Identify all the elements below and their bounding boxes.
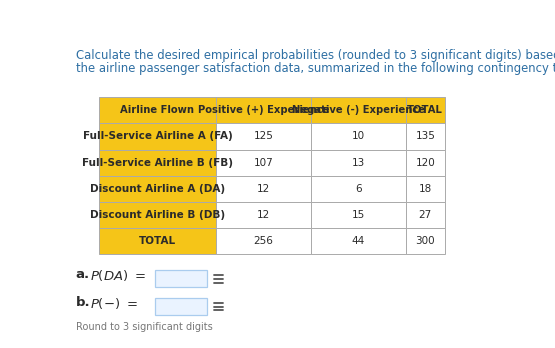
- Text: 107: 107: [254, 158, 273, 168]
- Bar: [311, 150, 406, 176]
- Text: 12: 12: [257, 184, 270, 194]
- Text: the airline passenger satisfaction data, summarized in the following contingency: the airline passenger satisfaction data,…: [75, 62, 555, 75]
- Bar: [406, 124, 445, 150]
- Text: Airline Flown: Airline Flown: [120, 105, 194, 115]
- Bar: [311, 124, 406, 150]
- Text: Full-Service Airline B (FB): Full-Service Airline B (FB): [82, 158, 233, 168]
- Bar: [99, 124, 216, 150]
- Text: 27: 27: [418, 210, 432, 220]
- Bar: [216, 124, 311, 150]
- Bar: [216, 228, 311, 254]
- Bar: [99, 202, 216, 228]
- Text: 12: 12: [257, 210, 270, 220]
- Text: 125: 125: [254, 132, 274, 142]
- Bar: [406, 202, 445, 228]
- Text: 15: 15: [352, 210, 365, 220]
- Bar: [99, 150, 216, 176]
- Text: Discount Airline B (DB): Discount Airline B (DB): [90, 210, 225, 220]
- Bar: [311, 202, 406, 228]
- Text: 120: 120: [415, 158, 435, 168]
- Bar: [216, 176, 311, 202]
- Bar: [406, 228, 445, 254]
- Bar: [406, 176, 445, 202]
- Bar: [99, 228, 216, 254]
- Bar: [155, 298, 208, 315]
- Bar: [311, 97, 406, 124]
- Text: Discount Airline A (DA): Discount Airline A (DA): [90, 184, 225, 194]
- Bar: [216, 150, 311, 176]
- Text: Round to 3 significant digits: Round to 3 significant digits: [75, 322, 213, 332]
- Bar: [311, 176, 406, 202]
- Text: 256: 256: [254, 236, 274, 246]
- Text: 10: 10: [352, 132, 365, 142]
- Text: 44: 44: [352, 236, 365, 246]
- Bar: [406, 150, 445, 176]
- Text: Full-Service Airline A (FA): Full-Service Airline A (FA): [83, 132, 233, 142]
- Bar: [406, 97, 445, 124]
- Text: 18: 18: [418, 184, 432, 194]
- Text: 300: 300: [416, 236, 435, 246]
- Text: 13: 13: [352, 158, 365, 168]
- Text: Calculate the desired empirical probabilities (rounded to 3 significant digits) : Calculate the desired empirical probabil…: [75, 49, 555, 62]
- Bar: [311, 228, 406, 254]
- Bar: [216, 97, 311, 124]
- Bar: [99, 97, 216, 124]
- Bar: [216, 202, 311, 228]
- Text: Negative (-) Experience: Negative (-) Experience: [292, 105, 425, 115]
- Text: TOTAL: TOTAL: [139, 236, 176, 246]
- Text: 135: 135: [415, 132, 435, 142]
- Text: $P(DA)\ =$: $P(DA)\ =$: [89, 268, 145, 283]
- Text: $P(-)\ =$: $P(-)\ =$: [89, 296, 138, 311]
- Text: Positive (+) Experience: Positive (+) Experience: [198, 105, 329, 115]
- Bar: [155, 270, 208, 287]
- Text: a.: a.: [75, 268, 90, 281]
- Text: b.: b.: [75, 296, 90, 309]
- Text: 6: 6: [355, 184, 362, 194]
- Bar: [99, 176, 216, 202]
- Text: TOTAL: TOTAL: [407, 105, 443, 115]
